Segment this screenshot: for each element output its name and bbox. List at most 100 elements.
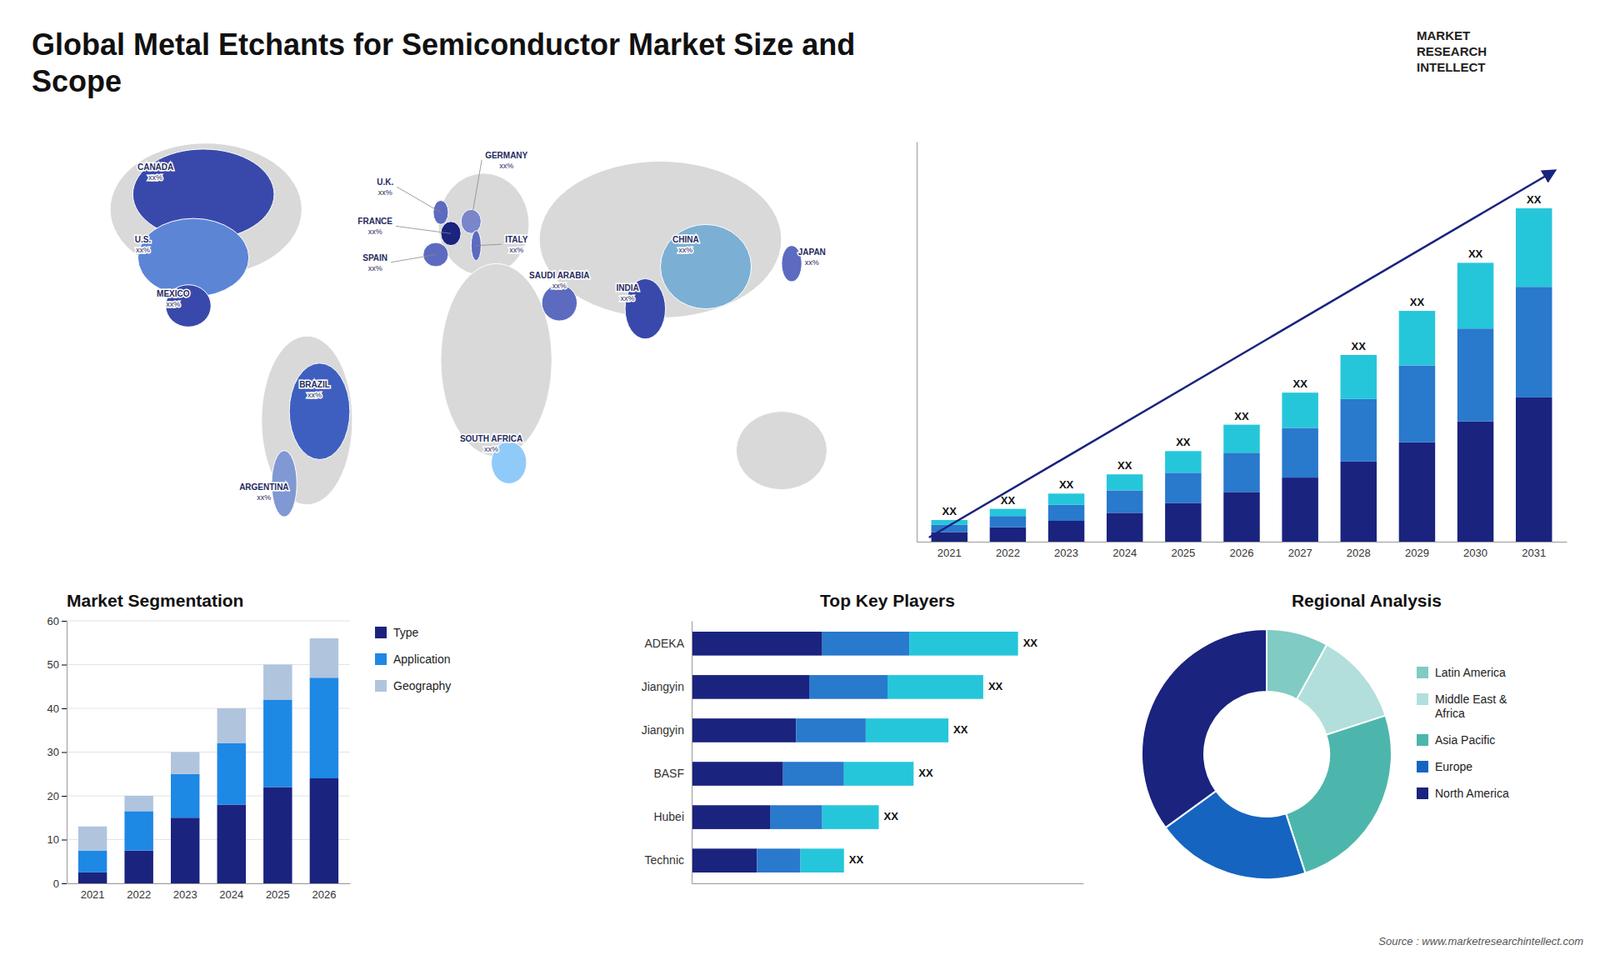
map: CANADAxx%U.S.xx%MEXICOxx%BRAZILxx%ARGENT… <box>110 143 827 518</box>
bar-segment <box>170 774 200 819</box>
tick-label: 2028 <box>1346 546 1371 560</box>
donut-chart: Regional AnalysisLatin AmericaMiddle Eas… <box>1141 590 1510 880</box>
leader-line <box>395 225 451 234</box>
bar-segment <box>1165 472 1201 504</box>
text-line: Asia Pacific <box>1435 733 1495 747</box>
continent <box>438 173 530 276</box>
leader-line <box>396 186 441 213</box>
axis-line <box>691 621 693 885</box>
country-value-label: xx% <box>165 300 180 309</box>
text-line: INTELLECT <box>1416 60 1486 75</box>
tick: 2023 <box>1054 546 1079 560</box>
tick: 2022 <box>995 546 1020 560</box>
legend-label: Application <box>393 652 451 666</box>
bar-segment <box>1281 427 1318 478</box>
bar-segment <box>1399 442 1435 542</box>
country-value-label: xx% <box>552 281 567 290</box>
tick-label: 2026 <box>311 888 336 901</box>
bar-label: XX <box>1526 193 1542 206</box>
bar-label: XX <box>953 723 969 736</box>
tick: 2026 <box>1230 546 1255 560</box>
tick: Hubei <box>653 810 685 824</box>
tick-label: BASF <box>653 766 685 780</box>
bar-labels: XXXXXXXXXXXXXXXXXXXXXX <box>942 193 1542 518</box>
bar-label: XX <box>849 853 865 866</box>
bar-segment <box>844 761 915 786</box>
tick-label: 2030 <box>1463 546 1488 560</box>
country-value-label: xx% <box>368 227 383 236</box>
bar-segment <box>1048 505 1085 521</box>
tick-label: 2024 <box>1112 546 1137 560</box>
legend-swatch <box>1416 693 1429 705</box>
bar-segment <box>1106 474 1143 490</box>
text-line: Middle East & <box>1435 692 1508 706</box>
bar-segment <box>865 718 949 743</box>
bar-segment <box>1457 421 1494 542</box>
continent <box>440 263 552 456</box>
tick-label: 2026 <box>1230 546 1255 560</box>
bar-segment <box>170 752 200 775</box>
tick: 2021 <box>80 888 105 901</box>
bar-segment <box>1048 520 1085 542</box>
bar-segment <box>691 675 810 700</box>
tick: 50 <box>47 658 67 671</box>
legend-swatch <box>375 653 387 665</box>
grid-line <box>66 839 350 840</box>
plot-area <box>931 208 1553 542</box>
legend-label: Europe <box>1435 760 1473 774</box>
text-line: MARKET <box>1416 28 1470 43</box>
text-line: North America <box>1435 786 1510 800</box>
country-value-label: xx% <box>620 294 635 303</box>
chart-title: Regional Analysis <box>1291 590 1442 610</box>
tick-mark <box>61 708 67 710</box>
slices <box>1141 629 1392 880</box>
country-name: SOUTH AFRICA <box>460 434 523 444</box>
bar-segment <box>217 708 246 744</box>
grid-line <box>66 664 350 665</box>
legend-swatch <box>375 680 387 692</box>
bar-segment <box>1281 392 1318 428</box>
tick: 40 <box>47 702 67 715</box>
tick-mark <box>61 752 67 754</box>
infographic: Global Metal Etchants for Semiconductor … <box>0 0 1600 955</box>
bar-segment <box>78 850 107 873</box>
chart-title: Top Key Players <box>820 590 955 610</box>
tick: 2025 <box>265 888 290 901</box>
bar-label: XX <box>1175 435 1191 449</box>
source-text: Source : www.marketresearchintellect.com <box>1378 935 1584 948</box>
tick: 2024 <box>219 888 244 901</box>
y-axis: 0102030405060 <box>47 615 68 890</box>
country-name: ITALY <box>505 235 529 245</box>
bar-segment <box>1165 503 1201 542</box>
legend-swatch <box>1416 787 1429 800</box>
grid-line <box>66 620 350 622</box>
bar-segment <box>756 848 800 873</box>
tick: 2022 <box>126 888 151 901</box>
bar-segment <box>263 665 292 700</box>
bar-segment <box>909 631 1019 656</box>
y-axis <box>916 142 918 543</box>
title: Global Metal Etchants for Semiconductor … <box>31 27 855 99</box>
trend-arrow <box>929 170 1555 538</box>
bar-segment <box>1457 328 1494 422</box>
bar-chart: XXXXXXXXXXXXXXXXXXXXXX202120222023202420… <box>917 142 1568 560</box>
legend-swatch <box>375 626 387 639</box>
tick-mark <box>61 620 67 622</box>
bar-label: XX <box>884 810 900 823</box>
legend-swatch <box>1416 760 1429 773</box>
bar-segment <box>1340 461 1377 542</box>
leader-line <box>390 255 436 263</box>
axis-line <box>66 621 68 885</box>
y-axis: ADEKAJiangyinJiangyinBASFHubeiTechnic <box>641 621 693 885</box>
grid-line <box>66 751 350 753</box>
bar-label: XX <box>1059 478 1075 491</box>
tick: 2026 <box>311 888 336 901</box>
bar-segment <box>887 675 984 700</box>
tick-label: 2021 <box>937 546 962 560</box>
bar-segment <box>1399 365 1435 442</box>
country-name: U.K. <box>376 177 394 187</box>
tick: 2030 <box>1463 546 1488 560</box>
tick-label: ADEKA <box>645 636 685 650</box>
legend-swatch <box>1416 666 1429 679</box>
tick-label: 2023 <box>173 888 198 901</box>
